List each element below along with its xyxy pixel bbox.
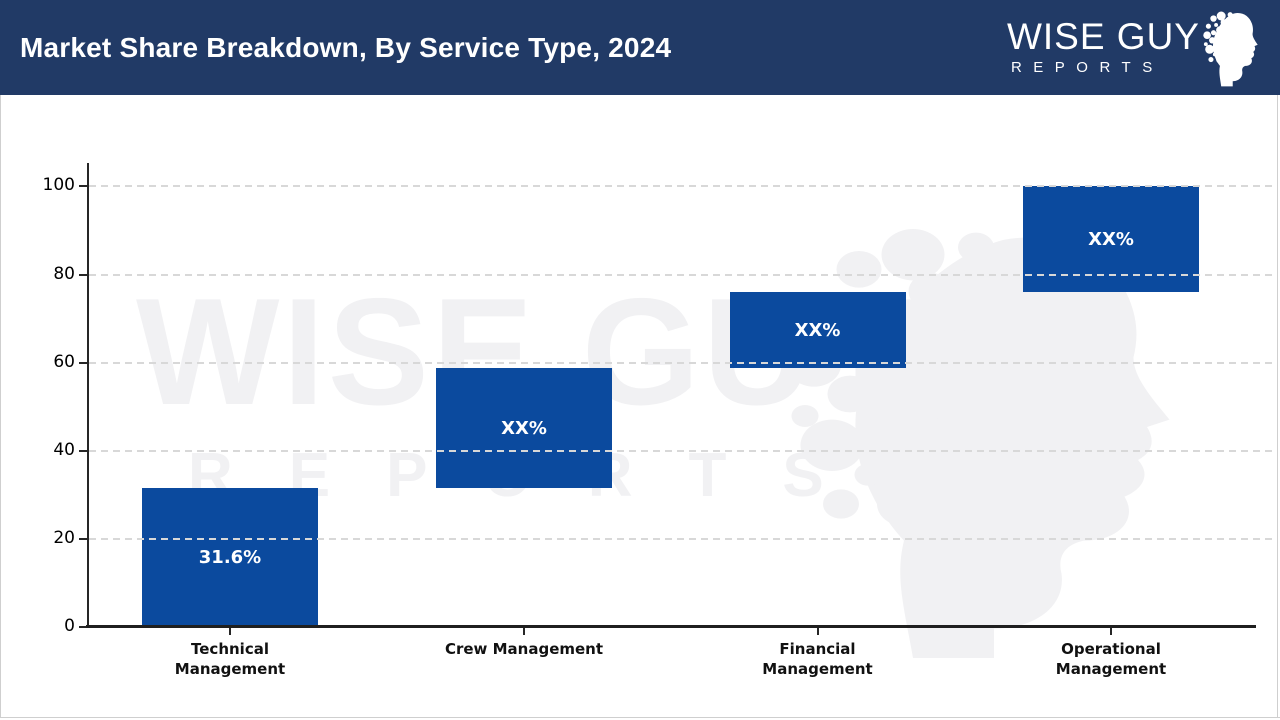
x-axis-spine [86,625,1256,628]
bar-value-label: 31.6% [198,546,262,568]
brand-logo-text: WISE GUY REPORTS [1007,18,1200,77]
x-axis-label-financial-management: Financial Management [708,639,928,679]
brand-logo: WISE GUY REPORTS [1007,0,1266,95]
x-axis-label-line: Crew Management [444,640,604,658]
gridline-y-20 [89,537,1277,540]
gridline-y-100 [89,185,1277,188]
y-axis-label-80: 80 [53,263,75,284]
x-axis-label-technical-management: Technical Management [120,639,340,679]
frame-left-edge [0,95,1,718]
logo-head-icon [1203,11,1258,86]
y-axis-tick-20 [79,537,87,540]
bar-value-label: XX% [794,319,841,341]
x-axis-label-line: Financial [779,640,856,658]
bar-financial-management: XX% [729,292,906,369]
gridline-y-80 [89,273,1277,276]
y-axis-label-60: 60 [53,351,75,372]
frame-bottom-edge [0,717,1280,718]
x-axis-tick-3 [1110,628,1112,635]
bar-value-label: XX% [1088,228,1134,250]
y-axis-tick-80 [79,273,87,276]
y-axis-tick-0 [79,626,87,628]
x-axis-label-line: Management [174,660,286,678]
logo-wiseguy-text: WISE GUY [1006,16,1200,57]
chart-title: Market Share Breakdown, By Service Type,… [20,31,672,63]
y-axis-tick-100 [79,185,87,188]
y-axis-tick-40 [79,449,87,452]
y-axis-label-100: 100 [42,175,75,196]
y-axis-label-20: 20 [53,527,75,548]
x-axis-label-line: Technical [191,640,269,658]
bar-technical-management: 31.6% [142,487,318,627]
y-axis-label-40: 40 [53,439,75,460]
x-axis-label-line: Management [762,660,873,678]
x-axis-tick-2 [816,628,819,635]
bar-operational-management: XX% [1023,186,1199,293]
frame-right-edge [1277,95,1278,718]
header-bar: Market Share Breakdown, By Service Type,… [0,0,1280,95]
x-axis-tick-1 [523,628,525,635]
x-axis-label-operational-management: Operational Management [1001,639,1221,679]
x-axis-label-line: Operational [1061,640,1161,658]
bar-value-label: XX% [501,417,547,439]
logo-reports-text: REPORTS [1010,59,1164,76]
x-axis-label-crew-management: Crew Management [414,639,634,659]
bar-crew-management: XX% [436,368,612,488]
x-axis-label-line: Management [1055,660,1167,678]
y-axis-tick-60 [79,361,87,364]
x-axis-tick-0 [229,628,231,635]
gridline-y-40 [89,449,1277,452]
y-axis-label-0: 0 [64,616,75,636]
y-axis-spine [87,163,89,628]
gridline-y-60 [89,361,1277,364]
